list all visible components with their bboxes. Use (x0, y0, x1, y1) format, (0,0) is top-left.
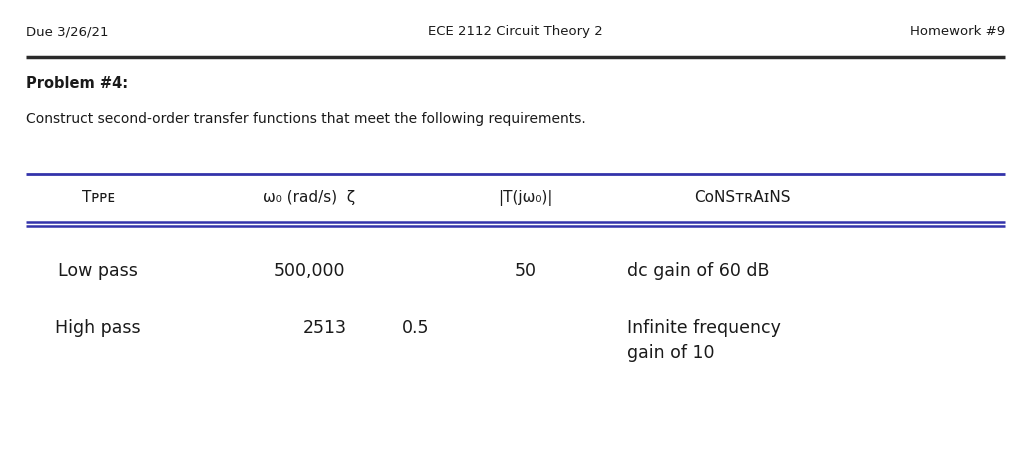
Text: High pass: High pass (55, 319, 141, 337)
Text: ECE 2112 Circuit Theory 2: ECE 2112 Circuit Theory 2 (428, 25, 603, 38)
Text: Homework #9: Homework #9 (910, 25, 1005, 38)
Text: ω₀ (rad/s)  ζ: ω₀ (rad/s) ζ (263, 190, 356, 206)
Text: 50: 50 (514, 262, 537, 280)
Text: CᴏΝSᴛʀΑɪΝS: CᴏΝSᴛʀΑɪΝS (694, 190, 791, 206)
Text: Construct second-order transfer functions that meet the following requirements.: Construct second-order transfer function… (26, 112, 586, 127)
Text: dc gain of 60 dB: dc gain of 60 dB (627, 262, 769, 280)
Text: 2513: 2513 (303, 319, 346, 337)
Text: |T(jω₀)|: |T(jω₀)| (499, 190, 553, 207)
Text: Tᴘᴘᴇ: Tᴘᴘᴇ (81, 190, 114, 206)
Text: 500,000: 500,000 (273, 262, 344, 280)
Text: 0.5: 0.5 (402, 319, 430, 337)
Text: Due 3/26/21: Due 3/26/21 (26, 25, 108, 38)
Text: Infinite frequency
gain of 10: Infinite frequency gain of 10 (627, 319, 780, 362)
Text: Low pass: Low pass (58, 262, 138, 280)
Text: Problem #4:: Problem #4: (26, 76, 128, 91)
